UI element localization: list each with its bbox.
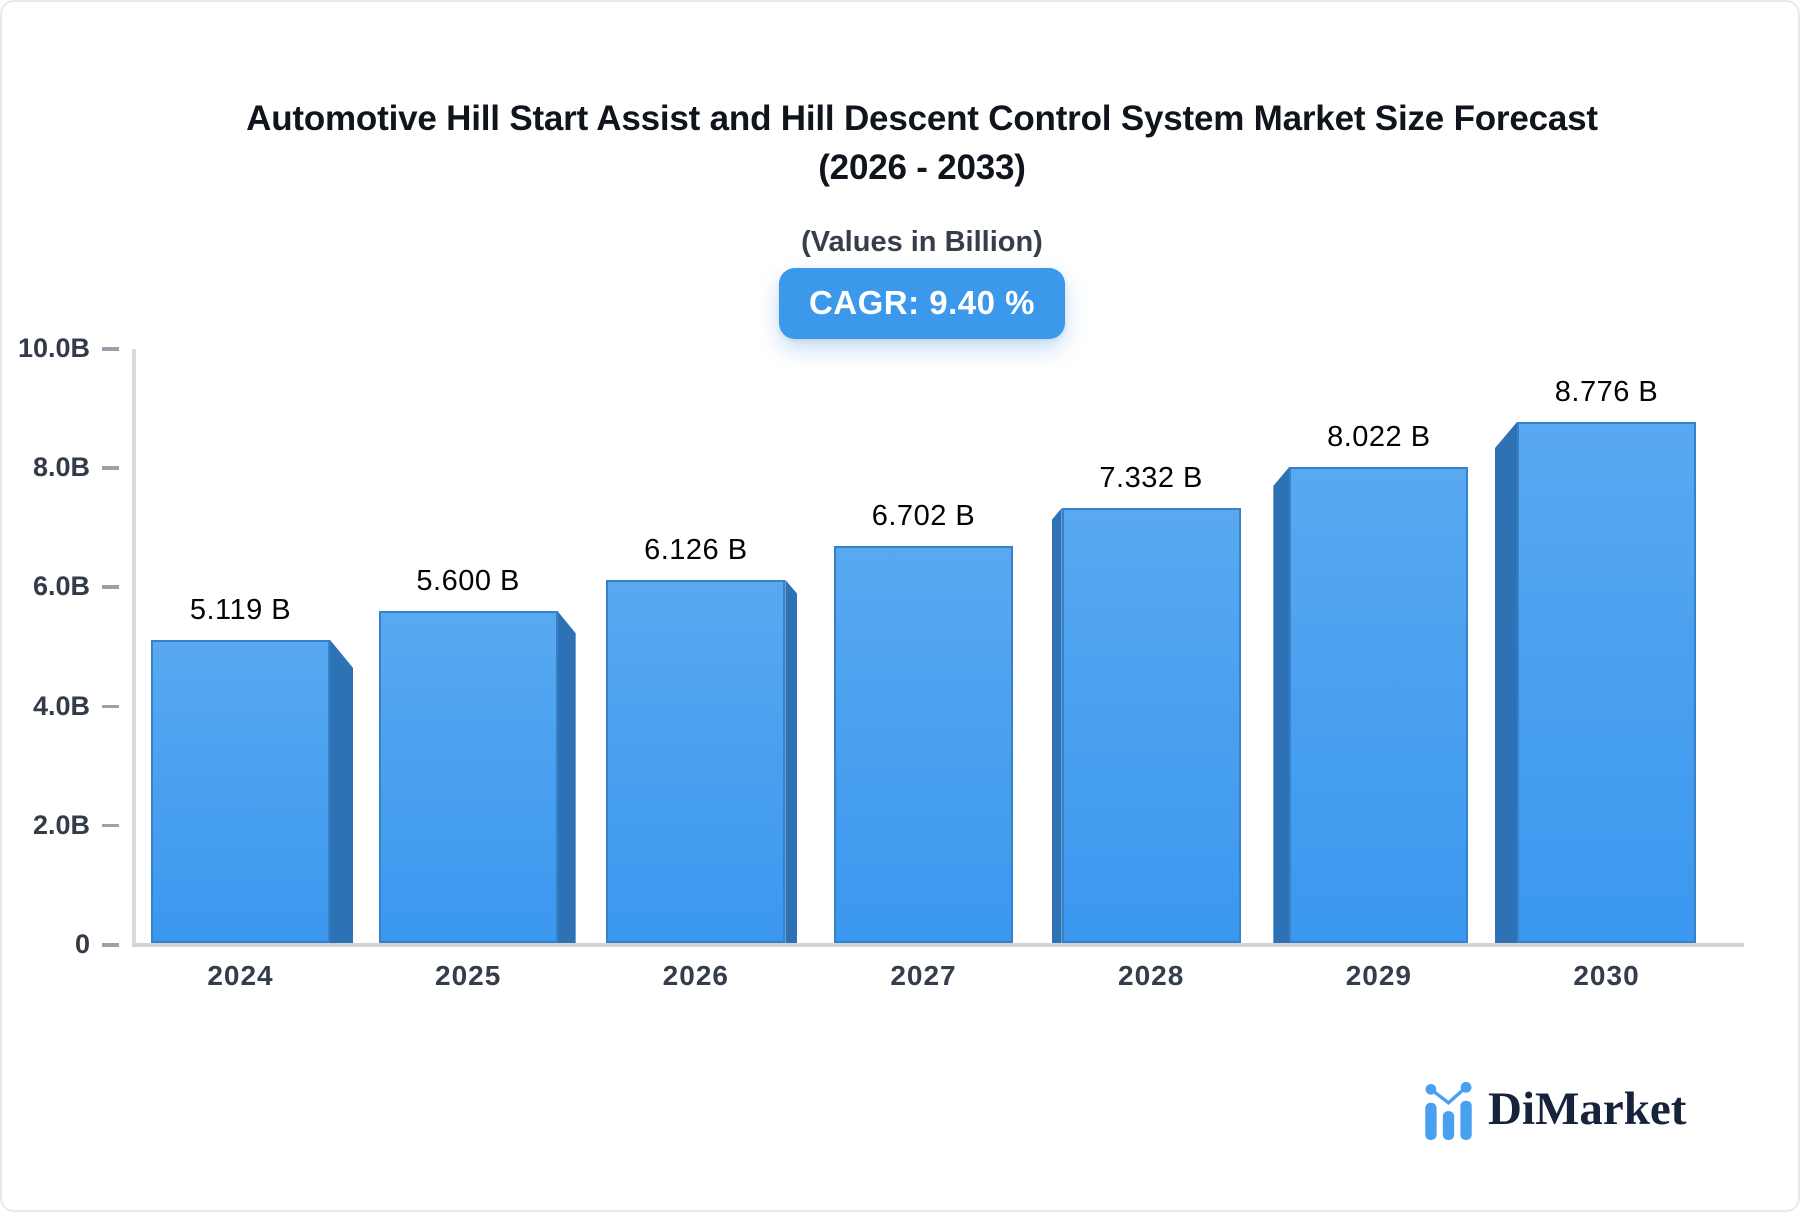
y-tick-label: 8.0B xyxy=(32,452,90,483)
chart-header: Automotive Hill Start Assist and Hill De… xyxy=(2,94,1798,339)
x-tick-label: 2029 xyxy=(1345,960,1412,991)
bar-value-label: 5.600 B xyxy=(416,565,520,598)
y-tick-mark xyxy=(102,704,119,709)
brand-logo: DiMarket xyxy=(1423,1078,1686,1140)
x-tick-label: 2024 xyxy=(207,960,274,991)
y-tick-mark xyxy=(102,823,119,828)
y-tick-mark xyxy=(102,943,119,947)
bar-value-label: 7.332 B xyxy=(1099,462,1203,494)
bar-2030 xyxy=(1517,421,1697,943)
cagr-badge: CAGR: 9.40 % xyxy=(778,268,1066,339)
y-tick-mark xyxy=(102,347,119,351)
bar-2024 xyxy=(151,639,330,943)
bar-side-face xyxy=(1495,421,1518,943)
bar-line-chart-icon xyxy=(1425,1081,1472,1140)
y-tick-mark xyxy=(102,466,119,470)
bar-2028 xyxy=(1061,508,1241,943)
x-tick-label: 2026 xyxy=(662,960,729,991)
chart-subtitle: (Values in Billion) xyxy=(801,226,1043,258)
y-tick-label: 10.0B xyxy=(17,333,90,363)
bar-side-face xyxy=(557,611,576,943)
x-axis-line xyxy=(132,943,1744,947)
bar-value-label: 8.776 B xyxy=(1554,375,1659,408)
y-tick-label: 6.0B xyxy=(32,571,90,602)
x-tick-label: 2030 xyxy=(1573,960,1640,991)
bar-2027 xyxy=(834,545,1013,943)
y-axis-line xyxy=(132,349,136,947)
bar-value-label: 6.126 B xyxy=(644,533,748,566)
bar-2029 xyxy=(1289,466,1469,943)
x-tick-label: 2025 xyxy=(435,960,502,991)
chart-title-line2: (2026 - 2033) xyxy=(818,148,1026,187)
bar-value-label: 5.119 B xyxy=(189,593,292,626)
chart-title-line1: Automotive Hill Start Assist and Hill De… xyxy=(246,99,1598,138)
y-tick-label: 2.0B xyxy=(32,809,90,840)
bar-side-face xyxy=(1273,466,1290,943)
bar-side-face xyxy=(330,639,353,943)
y-tick-mark xyxy=(102,585,119,589)
bar-value-label: 8.022 B xyxy=(1327,420,1431,453)
x-tick-label: 2027 xyxy=(890,960,957,991)
x-tick-label: 2028 xyxy=(1118,960,1185,991)
bar-side-face xyxy=(785,579,798,943)
y-tick-label: 4.0B xyxy=(32,690,90,721)
bar-2026 xyxy=(606,579,786,943)
bar-2025 xyxy=(378,611,558,943)
y-tick-label: 0 xyxy=(74,929,90,959)
bar-value-label: 6.702 B xyxy=(871,499,976,532)
bar-side-face xyxy=(1051,508,1062,943)
brand-logo-text: DiMarket xyxy=(1488,1083,1687,1135)
